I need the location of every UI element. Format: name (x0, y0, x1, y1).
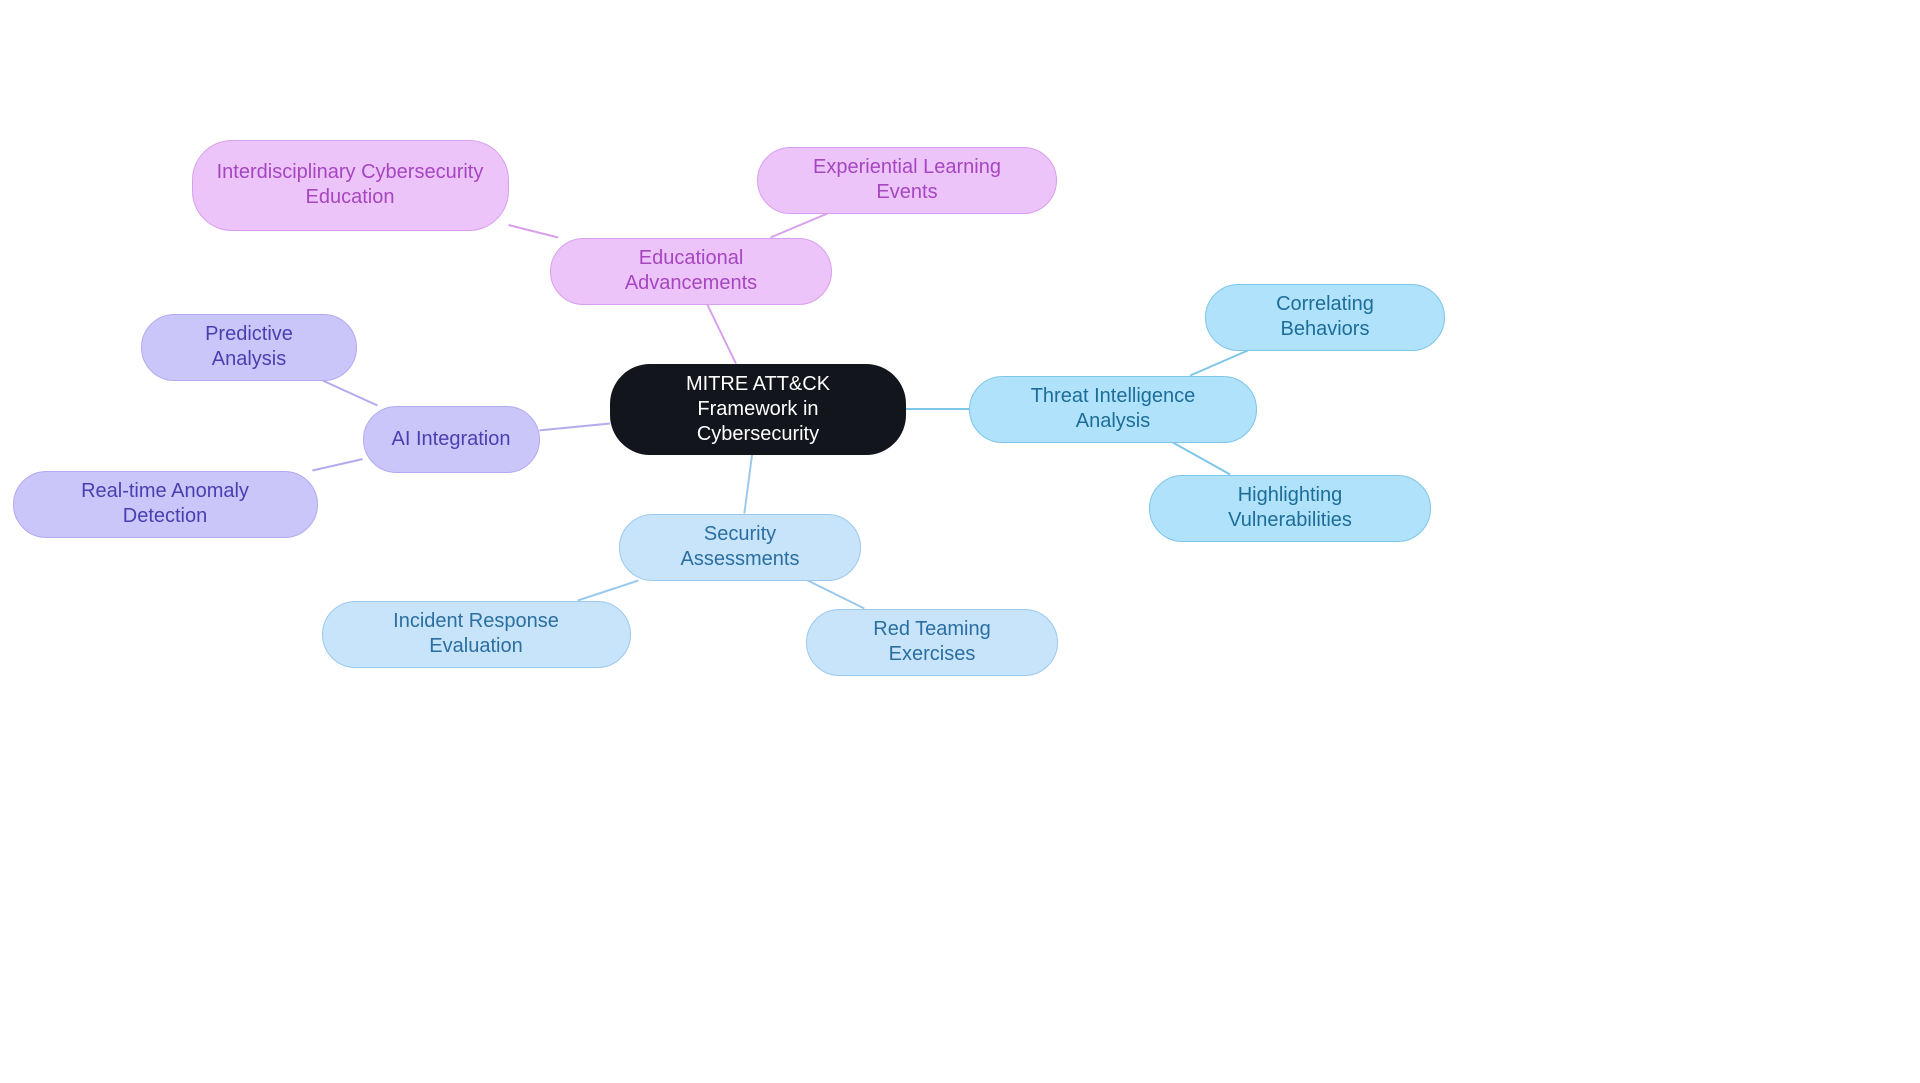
node-label: Educational Advancements (575, 246, 807, 296)
node-label: Security Assessments (644, 522, 836, 572)
node-sec1: Incident Response Evaluation (322, 601, 631, 668)
node-thr: Threat Intelligence Analysis (969, 376, 1257, 443)
edge (1190, 351, 1248, 376)
node-label: Incident Response Evaluation (347, 609, 606, 659)
edge (509, 225, 559, 238)
node-label: Threat Intelligence Analysis (994, 384, 1232, 434)
mindmap-diagram: MITRE ATT&CK Framework in Cybersecurity E… (0, 0, 1920, 1083)
node-label: AI Integration (392, 427, 511, 452)
edge (744, 455, 752, 514)
node-sec2: Red Teaming Exercises (806, 609, 1058, 676)
edge (312, 459, 362, 470)
node-sec: Security Assessments (619, 514, 861, 581)
node-center: MITRE ATT&CK Framework in Cybersecurity (610, 364, 906, 455)
node-label: Highlighting Vulnerabilities (1174, 483, 1406, 533)
node-label: Experiential Learning Events (782, 155, 1032, 205)
edge (771, 214, 828, 238)
node-thr2: Highlighting Vulnerabilities (1149, 475, 1431, 542)
node-label: MITRE ATT&CK Framework in Cybersecurity (635, 372, 881, 447)
edge (323, 381, 378, 406)
edge (578, 581, 639, 601)
edge (1173, 443, 1230, 475)
node-ai1: Predictive Analysis (141, 314, 357, 381)
edge (707, 305, 736, 364)
node-ai: AI Integration (363, 406, 540, 473)
node-label: Interdisciplinary Cybersecurity Educatio… (217, 160, 484, 210)
node-label: Real-time Anomaly Detection (38, 479, 293, 529)
node-edu1: Interdisciplinary Cybersecurity Educatio… (192, 140, 509, 231)
node-thr1: Correlating Behaviors (1205, 284, 1445, 351)
edge (808, 581, 865, 609)
node-label: Predictive Analysis (166, 322, 332, 372)
node-label: Red Teaming Exercises (831, 617, 1033, 667)
edge (540, 423, 611, 430)
node-label: Correlating Behaviors (1230, 292, 1420, 342)
node-edu2: Experiential Learning Events (757, 147, 1057, 214)
node-edu: Educational Advancements (550, 238, 832, 305)
node-ai2: Real-time Anomaly Detection (13, 471, 318, 538)
